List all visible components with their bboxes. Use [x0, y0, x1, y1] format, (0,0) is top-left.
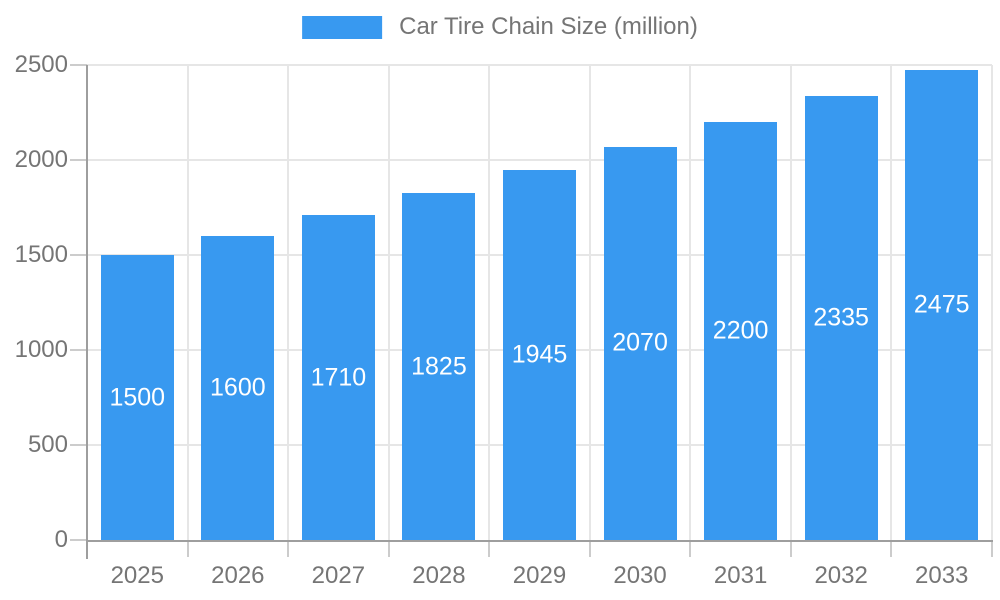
chart-legend: Car Tire Chain Size (million) [302, 13, 698, 41]
x-axis-tick [387, 540, 390, 557]
bar-value-label: 1710 [310, 363, 367, 392]
x-axis-tick [789, 540, 792, 557]
bar-value-label: 2335 [813, 303, 869, 332]
bar [100, 255, 174, 540]
bar [503, 170, 576, 540]
y-axis-tick-label: 1500 [14, 241, 68, 268]
gridline-v [789, 65, 792, 540]
x-axis-tick-label: 2028 [412, 562, 466, 589]
y-axis-tick-label: 1000 [14, 336, 68, 363]
gridline-v [488, 65, 491, 540]
x-axis-tick [186, 540, 189, 557]
bar [301, 215, 375, 540]
x-axis-tick-label: 2030 [613, 562, 667, 589]
y-axis-tick-label: 500 [27, 431, 68, 458]
gridline-v [287, 65, 290, 540]
bar [704, 122, 778, 540]
x-axis-tick [689, 540, 692, 557]
y-axis-tick [70, 159, 87, 161]
y-axis-tick [70, 349, 87, 351]
x-axis-tick [588, 540, 591, 557]
gridline-v [387, 65, 390, 540]
x-axis-tick [488, 540, 491, 557]
x-axis-tick-label: 2025 [110, 562, 164, 589]
gridline-v [890, 65, 893, 540]
bar-value-label: 1500 [109, 383, 166, 411]
y-axis-tick [70, 254, 87, 256]
bar-value-label: 2200 [712, 316, 769, 345]
y-axis-tick-label: 0 [54, 526, 68, 553]
x-axis-tick-label: 2032 [814, 562, 868, 589]
bar [402, 193, 476, 540]
x-axis-tick-label: 2033 [915, 562, 969, 589]
x-axis-tick-label: 2031 [713, 562, 768, 589]
x-axis-tick [991, 540, 993, 557]
legend-swatch [302, 15, 383, 39]
x-axis-tick-label: 2026 [211, 562, 265, 589]
x-axis-line [86, 540, 993, 542]
bar-value-label: 1945 [511, 340, 568, 369]
x-axis-tick [890, 540, 893, 557]
y-axis-tick-label: 2000 [14, 146, 68, 173]
bar [603, 146, 677, 540]
bar [905, 69, 979, 540]
gridline-h [87, 159, 992, 161]
gridline-v [588, 65, 591, 540]
y-axis-line [86, 65, 88, 559]
x-axis-tick [287, 540, 290, 557]
bar-value-label: 2475 [913, 290, 970, 319]
y-axis-tick-label: 2500 [14, 51, 68, 78]
y-axis-tick [70, 64, 87, 66]
y-axis-tick [70, 444, 87, 446]
bar-value-label: 1600 [210, 373, 266, 402]
bar-value-label: 1825 [411, 352, 467, 381]
gridline-v [689, 65, 692, 540]
bar-value-label: 2070 [612, 328, 668, 357]
bar [201, 236, 275, 540]
gridline-v [991, 65, 993, 540]
legend-label: Car Tire Chain Size (million) [399, 13, 698, 40]
x-axis-tick-label: 2029 [512, 562, 567, 589]
x-axis-tick-label: 2027 [311, 562, 366, 589]
y-axis-tick [70, 539, 87, 541]
bar [804, 96, 878, 540]
gridline-v [186, 65, 189, 540]
gridline-h [87, 64, 992, 66]
